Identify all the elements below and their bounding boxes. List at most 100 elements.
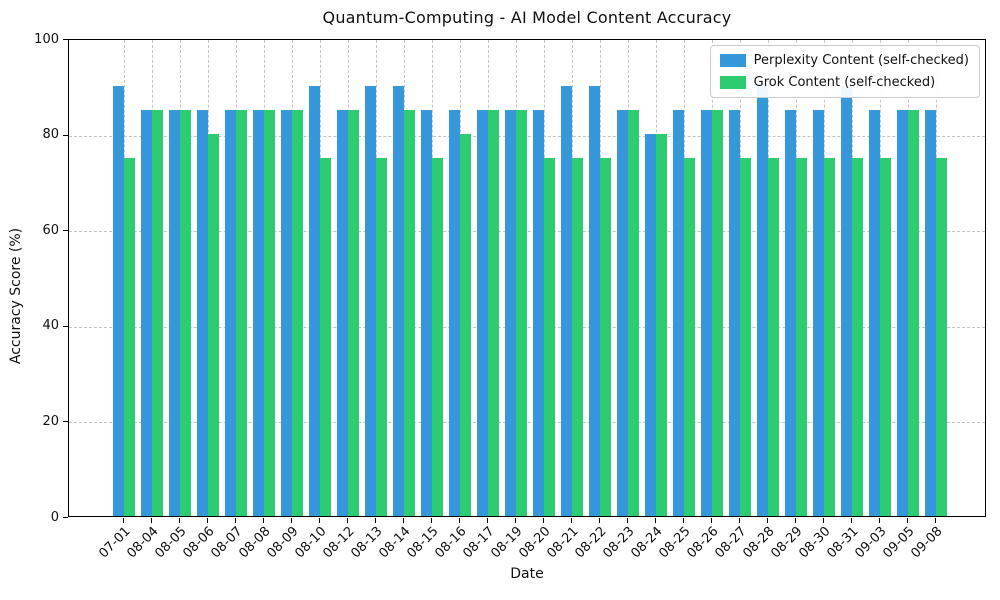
bar-grok-08-30	[823, 157, 835, 516]
x-tick-mark	[850, 518, 852, 523]
bar-grok-08-07	[235, 109, 247, 516]
bar-perplexity-08-12	[336, 109, 348, 516]
bar-grok-08-15	[431, 157, 443, 516]
x-tick-mark	[346, 518, 348, 523]
bar-perplexity-08-25	[672, 109, 684, 516]
bar-grok-08-24	[655, 133, 667, 516]
bar-grok-08-06	[207, 133, 219, 516]
bar-grok-08-04	[151, 109, 163, 516]
bar-grok-08-22	[599, 157, 611, 516]
x-tick-mark	[682, 518, 684, 523]
bar-perplexity-09-05	[896, 109, 908, 516]
bar-grok-09-08	[935, 157, 947, 516]
bar-grok-08-26	[711, 109, 723, 516]
x-tick-mark	[178, 518, 180, 523]
bar-perplexity-08-06	[196, 109, 208, 516]
chart-title: Quantum-Computing - AI Model Content Acc…	[322, 8, 732, 27]
bar-perplexity-09-03	[868, 109, 880, 516]
bar-perplexity-08-08	[252, 109, 264, 516]
x-tick-mark	[262, 518, 264, 523]
x-tick-mark	[458, 518, 460, 523]
y-tick-label-80: 80	[42, 127, 59, 143]
y-tick-mark	[63, 325, 68, 327]
y-tick-label-60: 60	[42, 222, 59, 238]
bar-grok-08-14	[403, 109, 415, 516]
bar-perplexity-08-20	[532, 109, 544, 516]
bar-perplexity-08-22	[588, 85, 600, 516]
bar-perplexity-08-21	[560, 85, 572, 516]
x-tick-mark	[206, 518, 208, 523]
y-tick-mark	[63, 230, 68, 232]
bar-grok-08-21	[571, 157, 583, 516]
h-gridline-20	[69, 422, 985, 424]
bar-perplexity-08-29	[784, 109, 796, 516]
bar-perplexity-08-23	[616, 109, 628, 516]
x-tick-mark	[122, 518, 124, 523]
bar-perplexity-08-27	[728, 109, 740, 516]
bar-perplexity-08-16	[448, 109, 460, 516]
bar-perplexity-08-24	[644, 133, 656, 516]
x-tick-mark	[486, 518, 488, 523]
bar-perplexity-08-19	[504, 109, 516, 516]
bar-perplexity-08-04	[140, 109, 152, 516]
x-tick-mark	[878, 518, 880, 523]
x-tick-mark	[402, 518, 404, 523]
legend-swatch-grok	[719, 76, 746, 89]
y-tick-label-0: 0	[50, 509, 59, 525]
h-gridline-40	[69, 326, 985, 328]
y-tick-mark	[63, 517, 68, 518]
legend-label-perplexity: Perplexity Content (self-checked)	[753, 53, 969, 68]
x-tick-mark	[514, 518, 516, 523]
y-axis-label-text: Accuracy Score (%)	[8, 227, 24, 365]
bar-perplexity-08-15	[420, 109, 432, 516]
x-tick-mark	[318, 518, 320, 523]
y-tick-mark	[63, 421, 68, 423]
plot-area: Perplexity Content (self-checked) Grok C…	[68, 39, 986, 517]
y-axis-label: Accuracy Score (%)	[8, 228, 24, 364]
bar-perplexity-08-31	[840, 85, 852, 516]
bar-grok-08-27	[739, 157, 751, 516]
y-tick-label-100: 100	[34, 31, 59, 47]
bar-perplexity-08-05	[168, 109, 180, 516]
bar-grok-08-20	[543, 157, 555, 516]
bar-perplexity-08-14	[392, 85, 404, 516]
bar-grok-08-29	[795, 157, 807, 516]
bar-perplexity-08-30	[812, 109, 824, 516]
legend-swatch-perplexity	[719, 54, 746, 67]
x-tick-mark	[710, 518, 712, 523]
x-tick-mark	[654, 518, 656, 523]
bar-perplexity-08-13	[364, 85, 376, 516]
bar-grok-08-08	[263, 109, 275, 516]
legend-label-grok: Grok Content (self-checked)	[753, 75, 936, 90]
bar-grok-08-16	[459, 133, 471, 516]
bar-perplexity-08-17	[476, 109, 488, 516]
x-axis-label: Date	[510, 566, 544, 582]
x-tick-mark	[906, 518, 908, 523]
bar-perplexity-08-28	[756, 85, 768, 516]
bar-grok-08-13	[375, 157, 387, 516]
x-tick-mark	[570, 518, 572, 523]
y-tick-label-40: 40	[42, 318, 59, 334]
x-tick-mark	[542, 518, 544, 523]
legend-item-perplexity: Perplexity Content (self-checked)	[719, 53, 969, 68]
x-tick-mark	[374, 518, 376, 523]
x-tick-mark	[234, 518, 236, 523]
x-tick-mark	[738, 518, 740, 523]
bar-perplexity-08-09	[280, 109, 292, 516]
h-gridline-60	[69, 231, 985, 233]
bar-grok-08-10	[319, 157, 331, 516]
bar-perplexity-08-10	[308, 85, 320, 516]
bar-grok-07-01	[123, 157, 135, 516]
x-tick-mark	[626, 518, 628, 523]
bar-grok-08-19	[515, 109, 527, 516]
x-tick-mark	[430, 518, 432, 523]
bar-perplexity-07-01	[112, 85, 124, 516]
bar-grok-08-09	[291, 109, 303, 516]
bar-grok-08-05	[179, 109, 191, 516]
legend: Perplexity Content (self-checked) Grok C…	[709, 45, 980, 98]
bar-perplexity-08-07	[224, 109, 236, 516]
h-gridline-80	[69, 135, 985, 137]
bar-grok-08-28	[767, 157, 779, 516]
bar-grok-09-05	[907, 109, 919, 516]
